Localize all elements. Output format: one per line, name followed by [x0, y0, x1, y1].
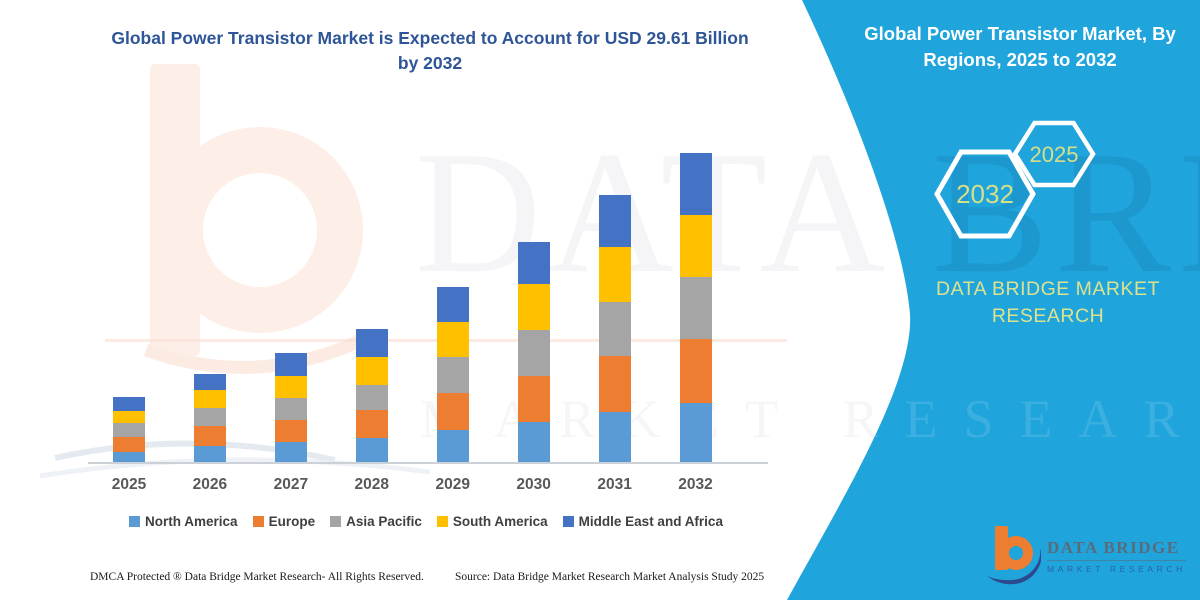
bar-segment-north-america-2027	[274, 442, 307, 463]
footer-dmca-text: DMCA Protected ® Data Bridge Market Rese…	[90, 571, 424, 583]
legend-swatch-south-america	[436, 516, 448, 527]
legend-label-north-america: North America	[145, 514, 238, 529]
x-axis-label-2028: 2028	[354, 476, 390, 493]
x-axis-label-2025: 2025	[111, 476, 147, 493]
legend-label-europe: Europe	[268, 514, 316, 529]
bar-segment-middle-east-and-africa-2027	[274, 353, 307, 377]
x-axis-label-2031: 2031	[597, 476, 632, 493]
bar-segment-south-america-2031	[598, 247, 631, 302]
chart-area	[90, 118, 765, 463]
bar-segment-middle-east-and-africa-2026	[193, 374, 226, 390]
legend-item-north-america: North America	[129, 514, 238, 529]
chart-title: Global Power Transistor Market is Expect…	[75, 26, 785, 77]
dbmr-logo-sub: MARKET RESEARCH	[1047, 564, 1186, 574]
bar-segment-south-america-2032	[679, 214, 712, 277]
bar-segment-asia-pacific-2030	[517, 330, 550, 377]
bar-segment-asia-pacific-2028	[355, 384, 388, 410]
panel-title: Global Power Transistor Market, By Regio…	[845, 21, 1195, 73]
bar-segment-north-america-2030	[517, 422, 550, 463]
bar-segment-south-america-2029	[436, 321, 469, 358]
bar-segment-asia-pacific-2027	[274, 398, 307, 421]
chart-title-line2: by 2032	[397, 53, 463, 74]
dbmr-logo-text: DATA BRIDGE MARKET RESEARCH	[1047, 538, 1186, 574]
bar-segment-asia-pacific-2025	[113, 423, 145, 437]
bar-segment-south-america-2028	[355, 357, 388, 385]
legend-swatch-europe	[252, 516, 264, 527]
year-hexagons: 2032 2025	[925, 113, 1115, 245]
footer-source-text: Source: Data Bridge Market Research Mark…	[455, 571, 765, 583]
panel-brand-line1: DATA BRIDGE MARKET	[936, 278, 1160, 300]
legend-swatch-middle-east-and-africa	[562, 516, 574, 527]
bar-segment-north-america-2028	[355, 437, 388, 463]
bar-segment-middle-east-and-africa-2030	[517, 242, 550, 284]
chart-legend: North America Europe Asia Pacific South Ame…	[88, 514, 764, 529]
bar-2031	[598, 195, 631, 463]
x-axis-label-2030: 2030	[516, 476, 551, 493]
hexagon-2025	[1015, 123, 1093, 185]
panel-brand-text: DATA BRIDGE MARKET RESEARCH	[908, 276, 1188, 331]
bar-segment-europe-2026	[193, 426, 226, 447]
bar-segment-south-america-2027	[274, 376, 307, 399]
bar-segment-asia-pacific-2032	[679, 276, 712, 340]
panel-title-line2: Regions, 2025 to 2032	[923, 48, 1117, 70]
x-axis-label-2027: 2027	[273, 476, 309, 493]
x-axis-labels: 2025 2026 2027 2028 2029 2030 2031 2032	[90, 476, 765, 498]
bar-segment-north-america-2029	[436, 429, 469, 463]
bar-segment-europe-2025	[113, 436, 145, 452]
bar-segment-europe-2027	[274, 420, 307, 443]
bar-segment-europe-2029	[436, 392, 469, 430]
bar-2028	[355, 329, 388, 463]
bar-segment-europe-2032	[679, 339, 712, 404]
hexagon-2025-label: 2025	[1030, 142, 1079, 167]
bar-2029	[436, 287, 469, 463]
x-axis-label-2026: 2026	[192, 476, 228, 493]
hexagon-2032-label: 2032	[956, 179, 1014, 209]
bar-segment-middle-east-and-africa-2028	[355, 329, 388, 358]
legend-swatch-asia-pacific	[330, 516, 342, 527]
bar-segment-middle-east-and-africa-2025	[113, 397, 145, 411]
x-axis-label-2029: 2029	[435, 476, 470, 493]
bar-segment-asia-pacific-2031	[598, 301, 631, 357]
bar-segment-asia-pacific-2029	[436, 357, 469, 393]
legend-item-europe: Europe	[252, 514, 316, 529]
bar-segment-middle-east-and-africa-2032	[679, 153, 712, 215]
hexagon-2032	[937, 152, 1033, 236]
watermark-b-logo	[143, 64, 368, 374]
bar-segment-europe-2028	[355, 409, 388, 438]
bar-segment-north-america-2026	[193, 446, 226, 463]
bar-segment-middle-east-and-africa-2031	[598, 195, 631, 248]
bar-segment-north-america-2025	[113, 451, 145, 463]
bar-segment-south-america-2030	[517, 283, 550, 331]
legend-label-middle-east-and-africa: Middle East and Africa	[578, 514, 723, 529]
bar-2027	[274, 353, 307, 463]
x-axis-line	[88, 462, 768, 464]
legend-item-asia-pacific: Asia Pacific	[330, 514, 422, 529]
bar-segment-middle-east-and-africa-2029	[436, 287, 469, 322]
chart-title-line1: Global Power Transistor Market is Expect…	[111, 28, 749, 48]
legend-item-middle-east-and-africa: Middle East and Africa	[562, 514, 723, 529]
bar-segment-europe-2031	[598, 356, 631, 412]
panel-brand-line2: RESEARCH	[991, 305, 1105, 328]
bar-2032	[679, 153, 712, 463]
legend-label-south-america: South America	[452, 514, 548, 529]
bar-segment-europe-2030	[517, 376, 550, 423]
legend-label-asia-pacific: Asia Pacific	[346, 514, 422, 529]
bar-segment-south-america-2025	[113, 410, 145, 424]
bar-segment-north-america-2031	[598, 411, 631, 463]
dbmr-logo-icon	[985, 524, 1041, 588]
bar-2026	[193, 374, 226, 463]
bar-segment-asia-pacific-2026	[193, 407, 226, 427]
dbmr-logo-name: DATA BRIDGE	[1047, 538, 1186, 561]
bar-2025	[113, 397, 145, 463]
x-axis-label-2032: 2032	[678, 476, 713, 493]
legend-swatch-north-america	[129, 516, 141, 527]
bar-2030	[517, 242, 550, 463]
dbmr-logo: DATA BRIDGE MARKET RESEARCH	[985, 520, 1190, 592]
bar-segment-south-america-2026	[193, 389, 226, 408]
bar-segment-north-america-2032	[679, 403, 712, 463]
panel-title-line1: Global Power Transistor Market, By	[864, 23, 1176, 44]
legend-item-south-america: South America	[436, 514, 548, 529]
